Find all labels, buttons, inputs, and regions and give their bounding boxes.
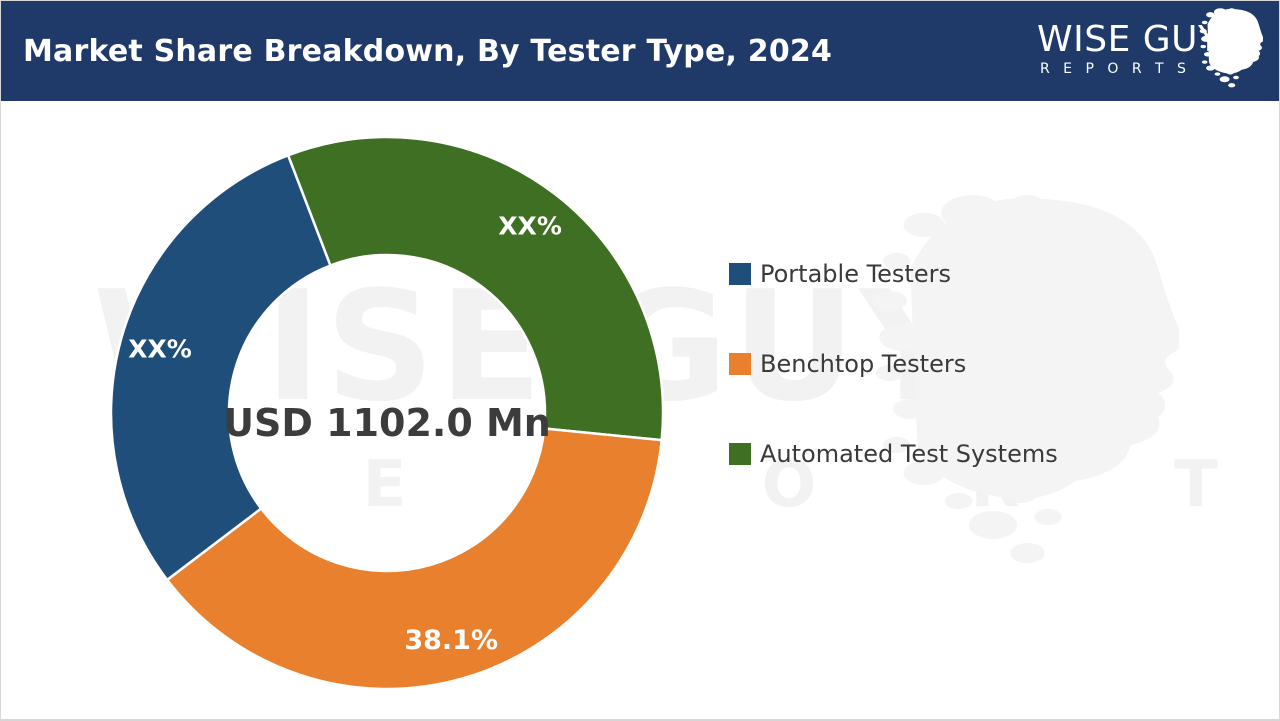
chart-legend: Portable Testers Benchtop Testers Automa…: [729, 251, 1058, 521]
chart-title: Market Share Breakdown, By Tester Type, …: [23, 33, 833, 69]
donut-slice-automated-test-systems: [286, 135, 665, 442]
legend-item-automated-test-systems: Automated Test Systems: [729, 431, 1058, 477]
legend-label: Automated Test Systems: [760, 440, 1058, 468]
logo-wiseguy-text: WISE GUY: [1037, 19, 1221, 60]
donut-slice-portable-testers: [109, 154, 332, 582]
legend-item-portable-testers: Portable Testers: [729, 251, 1058, 297]
legend-item-benchtop-testers: Benchtop Testers: [729, 341, 1058, 387]
logo-reports-text: R E P O R T S: [1040, 61, 1190, 77]
legend-label: Benchtop Testers: [760, 350, 967, 378]
donut-center-value: USD 1102.0 Mn: [223, 401, 551, 445]
legend-swatch-orange: [729, 353, 751, 375]
legend-label: Portable Testers: [760, 260, 951, 288]
legend-swatch-blue: [729, 263, 751, 285]
slice-value-label: XX%: [128, 334, 192, 363]
slice-value-label: 38.1%: [404, 625, 498, 656]
wiseguy-reports-logo: WISE GUY R E P O R T S: [1037, 8, 1263, 88]
legend-swatch-green: [729, 443, 751, 465]
donut-slice-benchtop-testers: [165, 427, 663, 691]
slice-value-label: XX%: [498, 211, 562, 240]
header-bar: Market Share Breakdown, By Tester Type, …: [1, 1, 1279, 101]
